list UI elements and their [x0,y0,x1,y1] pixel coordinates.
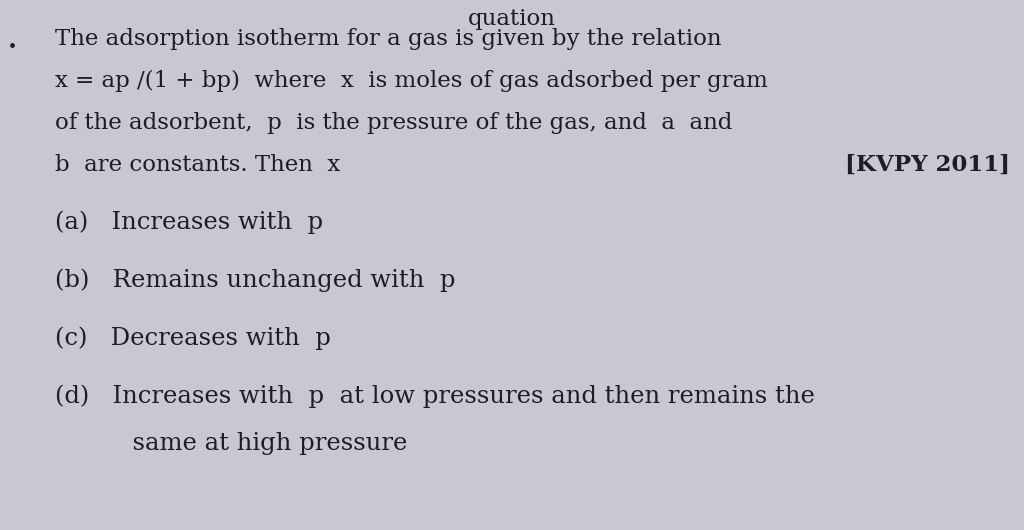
Text: (a)   Increases with  p: (a) Increases with p [55,210,324,234]
Text: x = ap /(1 + bp)  where  x  is moles of gas adsorbed per gram: x = ap /(1 + bp) where x is moles of gas… [55,70,768,92]
Text: b  are constants. Then  x: b are constants. Then x [55,154,340,176]
Text: quation: quation [468,8,556,30]
Text: (d)   Increases with  p  at low pressures and then remains the: (d) Increases with p at low pressures an… [55,384,815,408]
Text: (c)   Decreases with  p: (c) Decreases with p [55,326,331,349]
Text: (b)   Remains unchanged with  p: (b) Remains unchanged with p [55,268,456,292]
Text: .: . [8,28,17,53]
Text: same at high pressure: same at high pressure [55,432,408,455]
Text: of the adsorbent,  p  is the pressure of the gas, and  a  and: of the adsorbent, p is the pressure of t… [55,112,732,134]
Text: The adsorption isotherm for a gas is given by the relation: The adsorption isotherm for a gas is giv… [55,28,722,50]
Text: [KVPY 2011]: [KVPY 2011] [845,154,1010,176]
